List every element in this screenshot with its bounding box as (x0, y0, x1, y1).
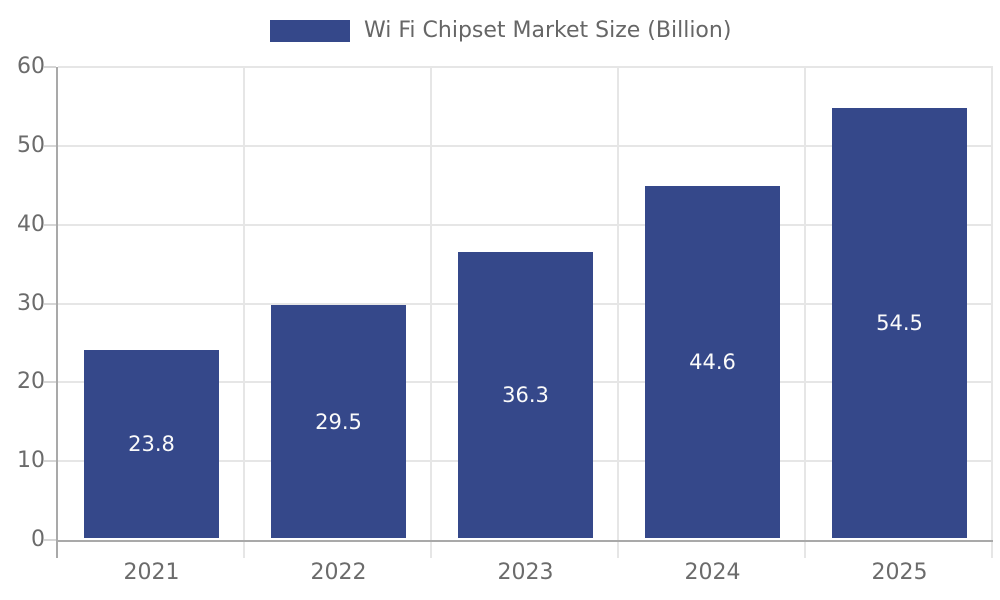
x-tick-label: 2021 (123, 560, 180, 585)
x-tick-label: 2025 (871, 560, 928, 585)
bar-2021: 23.8 (84, 350, 219, 538)
bar-value-label: 54.5 (876, 311, 923, 336)
bar-value-label: 29.5 (315, 409, 362, 434)
x-tick-label: 2022 (310, 560, 367, 585)
gridline-vertical (991, 67, 993, 558)
y-tick-mark (44, 460, 56, 463)
y-axis-line (56, 67, 58, 558)
gridline-horizontal (58, 144, 993, 147)
y-tick-label: 60 (17, 54, 45, 79)
y-tick-label: 10 (17, 448, 45, 474)
legend-swatch (270, 20, 350, 42)
y-tick-mark (44, 223, 56, 226)
x-tick-label: 2023 (497, 560, 554, 585)
y-tick-label: 20 (17, 369, 45, 395)
y-tick-label: 50 (17, 132, 45, 158)
x-tick-label: 2024 (684, 560, 741, 585)
gridline-vertical (804, 67, 806, 558)
bar-2022: 29.5 (271, 305, 406, 538)
y-tick-mark (44, 66, 56, 68)
bar-value-label: 44.6 (689, 350, 736, 375)
y-tick-mark (44, 302, 56, 305)
legend: Wi Fi Chipset Market Size (Billion) (270, 19, 731, 43)
bar-value-label: 36.3 (502, 382, 549, 407)
x-axis-line (58, 540, 993, 542)
gridline-vertical (617, 67, 619, 558)
y-tick-mark (44, 539, 56, 541)
y-tick-label: 40 (17, 211, 45, 237)
legend-label: Wi Fi Chipset Market Size (Billion) (364, 18, 732, 43)
bar-value-label: 23.8 (128, 432, 175, 457)
y-tick-label: 0 (31, 527, 45, 552)
y-tick-mark (44, 381, 56, 384)
y-tick-mark (44, 144, 56, 147)
y-tick-label: 30 (17, 290, 45, 316)
bar-2023: 36.3 (458, 251, 593, 538)
plot-area: 23.8 29.5 36.3 44.6 54.5 (44, 66, 993, 558)
gridline-vertical (243, 67, 245, 558)
gridline-vertical (430, 67, 432, 558)
gridline-horizontal (58, 223, 993, 226)
bar-2025: 54.5 (832, 108, 967, 538)
bar-2024: 44.6 (645, 186, 780, 538)
gridline-horizontal (58, 66, 993, 68)
